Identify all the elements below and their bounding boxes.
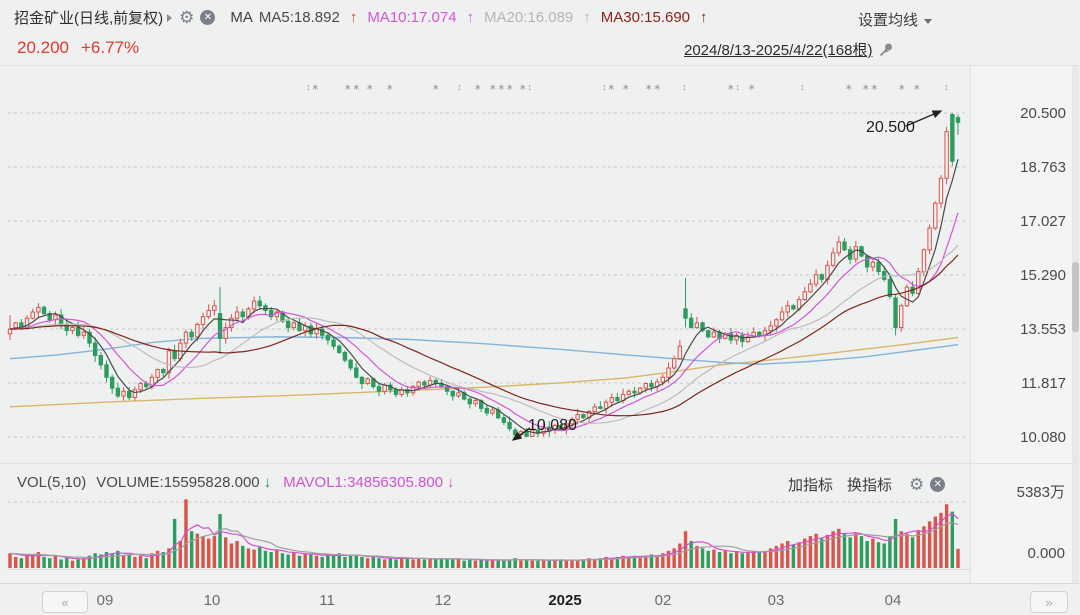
date-range-control[interactable]: 2024/8/13-2025/4/22(168根) [684,39,894,60]
volume-header-tools: 加指标 换指标 ⚙ ✕ [788,474,948,495]
long-ma-blue [9,336,959,365]
change-percent: +6.77% [81,38,140,57]
event-marker[interactable]: ∗ [845,82,854,92]
price-axis-tick: 15.290 [1020,267,1066,284]
scroll-left-button[interactable]: « [42,591,88,613]
high-annotation: 20.500 [866,119,915,136]
event-marker[interactable]: ∗ [474,82,483,92]
title-caret-icon[interactable] [167,13,173,22]
scrollbar-thumb[interactable] [1072,262,1079,332]
long-ma-tan [9,336,959,408]
event-marker[interactable]: ↕ [682,82,688,92]
time-axis-label: 03 [767,592,785,609]
ma20-arrow-icon: ↑ [583,9,591,26]
ma30-value: MA30:15.690 [600,9,691,26]
pane-divider [0,463,1080,464]
ma10-arrow-icon: ↑ [466,9,475,26]
high-annotation-arrow [905,110,943,127]
volume-gear-icon[interactable]: ⚙ [909,475,925,494]
price-axis-tick: 18.763 [1020,159,1066,176]
event-marker[interactable]: ∗ [913,82,922,92]
event-marker[interactable]: ↕ [944,82,950,92]
close-icon[interactable]: ✕ [200,10,216,25]
time-axis-label: 12 [434,592,452,609]
set-ma-label: 设置均线 [858,12,919,29]
ma-line-MA10 [9,212,959,432]
event-marker[interactable]: ∗ [748,82,757,92]
ma20-value: MA20:16.089 [484,9,574,26]
volume-bars-layer [8,499,960,568]
time-axis-label: 09 [96,592,114,609]
event-marker[interactable]: ∗ [386,82,395,92]
time-axis-label: 04 [884,592,902,609]
event-marker[interactable]: ∗∗ [344,82,362,92]
volume-axis-max: 5383万 [1016,484,1065,501]
event-marker[interactable]: ∗ [432,82,441,92]
ma5-arrow-icon: ↑ [349,9,358,26]
low-annotation: 10.080 [528,417,577,434]
event-marker[interactable]: ∗ [366,82,375,92]
low-annotation-arrow [511,427,531,441]
header-row-1: 招金矿业(日线,前复权) ⚙ ✕ MA MA5:18.892 ↑ MA10:17… [14,7,708,28]
event-marker[interactable]: ∗↕ [519,82,534,92]
ma-line-MA30 [9,254,959,417]
ma10-value: MA10:17.074 [367,9,457,26]
symbol-title[interactable]: 招金矿业(日线,前复权) [14,10,164,27]
event-marker[interactable]: ∗∗ [862,82,880,92]
quote-row: 20.200 +6.77% [17,38,139,58]
volume-axis-min: 0.000 [1027,545,1065,562]
right-axis-strip [971,66,1072,583]
volume-close-icon[interactable]: ✕ [930,477,946,492]
volume-header: VOL(5,10) VOLUME:15595828.000 ↓ MAVOL1:3… [17,474,455,491]
time-axis-label: 02 [654,592,672,609]
header-divider [0,65,1080,66]
ma-line-MA5 [9,159,959,434]
scroll-right-button[interactable]: » [1030,591,1068,613]
time-axis-label: 11 [319,592,335,609]
gear-icon[interactable]: ⚙ [179,8,195,27]
mavol-line-MAVOL2 [9,522,959,561]
event-marker[interactable]: ∗↕ [727,82,742,92]
price-axis-tick: 13.553 [1020,321,1066,338]
ma30-arrow-icon: ↑ [700,9,708,26]
mavol1-arrow-icon: ↓ [447,474,455,491]
date-range[interactable]: 2024/8/13-2025/4/22(168根) [684,42,873,59]
add-indicator-button[interactable]: 加指标 [788,477,834,494]
volume-baseline [8,569,970,570]
chevron-down-icon [924,18,933,24]
volume-arrow-icon: ↓ [263,474,272,491]
price-axis-tick: 20.500 [1020,105,1066,122]
event-marker[interactable]: ∗∗ [645,82,663,92]
axis-divider [970,66,971,583]
price-axis-tick: 17.027 [1020,212,1066,230]
event-marker[interactable]: ↕ [800,82,806,92]
volume-value: VOLUME:15595828.000 [96,474,260,491]
set-ma-button[interactable]: 设置均线 [858,9,933,30]
pin-icon[interactable] [878,42,894,58]
bottom-divider [0,583,1080,584]
event-marker[interactable]: ∗ [506,82,515,92]
event-marker[interactable]: ∗ [622,82,631,92]
ma5-value: MA5:18.892 [258,9,340,26]
scrollbar-track[interactable] [1072,66,1079,583]
mavol1-value: MAVOL1:34856305.800 [283,474,443,491]
ma-group-label: MA [230,9,253,26]
time-axis-label: 10 [203,592,221,609]
last-price: 20.200 [17,38,69,57]
switch-indicator-button[interactable]: 换指标 [847,477,893,494]
vol-indicator-label[interactable]: VOL(5,10) [17,474,87,491]
event-marker[interactable]: ↕∗ [602,82,617,92]
event-marker[interactable]: ↕∗ [306,82,321,92]
event-marker[interactable]: ∗∗ [489,82,507,92]
time-axis-label: 2025 [548,592,582,609]
event-marker[interactable]: ∗ [898,82,907,92]
event-marker[interactable]: ↕ [457,82,463,92]
price-axis-tick: 11.817 [1021,374,1066,392]
ma-line-MA20 [9,244,959,424]
price-axis-tick: 10.080 [1020,429,1066,446]
